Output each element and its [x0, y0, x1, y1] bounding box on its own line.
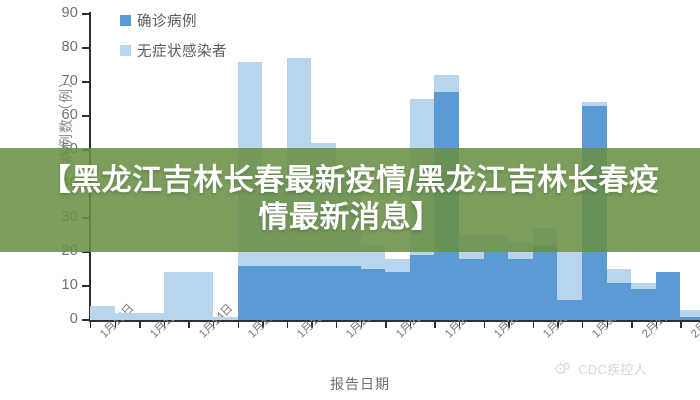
x-axis-tick	[163, 321, 166, 328]
x-axis-tick	[336, 321, 338, 328]
x-axis-tick	[262, 321, 264, 328]
bar-segment-confirmed	[336, 265, 361, 320]
bar-segment-asymptomatic	[434, 75, 459, 93]
x-axis-tick	[385, 321, 387, 328]
x-axis-tick	[459, 321, 461, 328]
bar-segment-confirmed	[409, 255, 435, 320]
x-axis-tick	[409, 321, 412, 328]
y-axis-tick-label: 70	[61, 73, 78, 89]
bar-segment-asymptomatic	[188, 272, 213, 320]
bar-segment-asymptomatic	[139, 313, 164, 320]
bar-segment-confirmed	[532, 245, 558, 320]
virus-logo-icon	[554, 362, 570, 374]
y-axis-tick-label: 80	[61, 39, 78, 55]
legend-label: 确诊病例	[137, 14, 197, 30]
y-axis-tick	[82, 13, 89, 15]
legend-swatch-icon	[120, 45, 131, 56]
bar-segment-confirmed	[557, 299, 582, 320]
x-axis-tick	[114, 321, 116, 328]
x-axis-tick	[311, 321, 313, 328]
x-axis-tick	[508, 321, 510, 328]
bar-segment-asymptomatic	[385, 258, 410, 273]
legend-swatch-icon	[120, 15, 131, 26]
x-axis-tick	[557, 321, 559, 328]
y-axis-tick-label: 60	[61, 107, 78, 123]
bar-segment-asymptomatic	[606, 269, 632, 283]
bar-segment-confirmed	[360, 269, 386, 320]
chart-legend: 确诊病例无症状感染者	[120, 10, 227, 70]
x-axis-tick	[680, 321, 682, 328]
x-axis-tick	[655, 321, 658, 328]
x-axis-tick	[483, 321, 485, 328]
bar-segment-confirmed	[459, 258, 484, 320]
bar-segment-confirmed	[237, 265, 263, 320]
bar-segment-confirmed	[262, 265, 287, 320]
y-axis-tick-label: 10	[61, 277, 78, 293]
x-axis-tick	[606, 321, 608, 328]
bar-segment-asymptomatic	[582, 102, 607, 106]
bar-segment-confirmed	[286, 265, 312, 320]
x-axis-tick	[188, 321, 190, 328]
x-axis-tick	[139, 321, 141, 328]
x-axis-tick	[213, 321, 215, 328]
x-axis-tick	[434, 321, 436, 328]
bar-segment-asymptomatic	[114, 313, 140, 320]
bar-segment-confirmed	[385, 272, 410, 320]
y-axis-tick-label: 90	[61, 5, 78, 21]
legend-label: 无症状感染者	[137, 44, 227, 60]
bar-segment-confirmed	[508, 258, 533, 320]
y-axis-tick	[82, 285, 89, 287]
bar-segment-asymptomatic	[557, 252, 582, 300]
watermark-text: CDC疾控人	[578, 361, 647, 377]
x-axis-line	[89, 320, 700, 322]
bar-segment-confirmed	[311, 265, 336, 320]
y-axis-tick	[82, 319, 89, 321]
x-axis-tick	[286, 321, 289, 328]
title-overlay-banner: 【黑龙江吉林长春最新疫情/黑龙江吉林长春疫情最新消息】	[0, 148, 700, 252]
x-axis-tick	[90, 321, 92, 328]
y-axis-tick-label: 0	[69, 311, 78, 327]
bar-segment-confirmed	[483, 252, 509, 320]
x-axis-title: 报告日期	[330, 376, 390, 392]
bar-segment-confirmed	[655, 272, 681, 320]
legend-item[interactable]: 无症状感染者	[120, 40, 227, 61]
legend-item[interactable]: 确诊病例	[120, 10, 227, 31]
x-axis-tick	[237, 321, 239, 328]
x-axis-tick	[582, 321, 584, 328]
watermark: CDC疾控人	[552, 358, 647, 378]
overlay-title-text: 【黑龙江吉林长春最新疫情/黑龙江吉林长春疫情最新消息】	[40, 164, 660, 234]
bar-segment-confirmed	[680, 316, 700, 320]
bar-segment-asymptomatic	[163, 272, 189, 320]
bar-segment-asymptomatic	[213, 316, 238, 320]
bar-segment-confirmed	[606, 282, 632, 320]
y-axis-tick	[82, 81, 89, 83]
x-axis-tick	[360, 321, 362, 328]
bar-segment-confirmed	[631, 289, 656, 320]
x-axis-tick	[532, 321, 535, 328]
y-axis-tick	[82, 47, 89, 49]
x-axis-tick	[631, 321, 633, 328]
bar-segment-asymptomatic	[90, 306, 115, 320]
y-axis-tick	[82, 115, 89, 117]
bar-segment-asymptomatic	[631, 282, 656, 290]
bar-segment-asymptomatic	[680, 309, 700, 317]
